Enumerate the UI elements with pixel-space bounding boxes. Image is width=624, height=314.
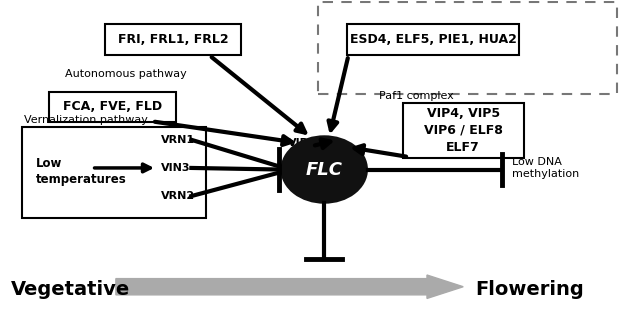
- Text: FCA, FVE, FLD: FCA, FVE, FLD: [63, 100, 162, 113]
- Text: FLC: FLC: [306, 160, 343, 178]
- FancyBboxPatch shape: [318, 2, 617, 95]
- Text: Low
temperatures: Low temperatures: [36, 157, 127, 186]
- Text: Flowering: Flowering: [475, 280, 584, 299]
- Text: FRI, FRL1, FRL2: FRI, FRL1, FRL2: [118, 33, 228, 46]
- Text: Autonomous pathway: Autonomous pathway: [64, 69, 187, 79]
- FancyBboxPatch shape: [105, 24, 241, 55]
- Text: Low DNA
methylation: Low DNA methylation: [512, 157, 579, 179]
- Text: Paf1 complex: Paf1 complex: [379, 91, 454, 101]
- FancyBboxPatch shape: [22, 127, 207, 218]
- FancyBboxPatch shape: [403, 103, 524, 158]
- Text: VIP3: VIP3: [288, 138, 316, 148]
- Text: VIN3: VIN3: [161, 163, 191, 173]
- Text: Vegetative: Vegetative: [11, 280, 130, 299]
- Text: VRN2: VRN2: [161, 191, 195, 201]
- Text: Vernalization pathway: Vernalization pathway: [24, 115, 148, 125]
- FancyBboxPatch shape: [49, 92, 176, 122]
- Ellipse shape: [282, 137, 366, 202]
- Text: VRN1: VRN1: [161, 135, 195, 145]
- Text: ESD4, ELF5, PIE1, HUA2: ESD4, ELF5, PIE1, HUA2: [349, 33, 517, 46]
- FancyArrow shape: [116, 275, 463, 298]
- Text: VIP4, VIP5
VIP6 / ELF8
ELF7: VIP4, VIP5 VIP6 / ELF8 ELF7: [424, 107, 503, 154]
- FancyBboxPatch shape: [347, 24, 519, 55]
